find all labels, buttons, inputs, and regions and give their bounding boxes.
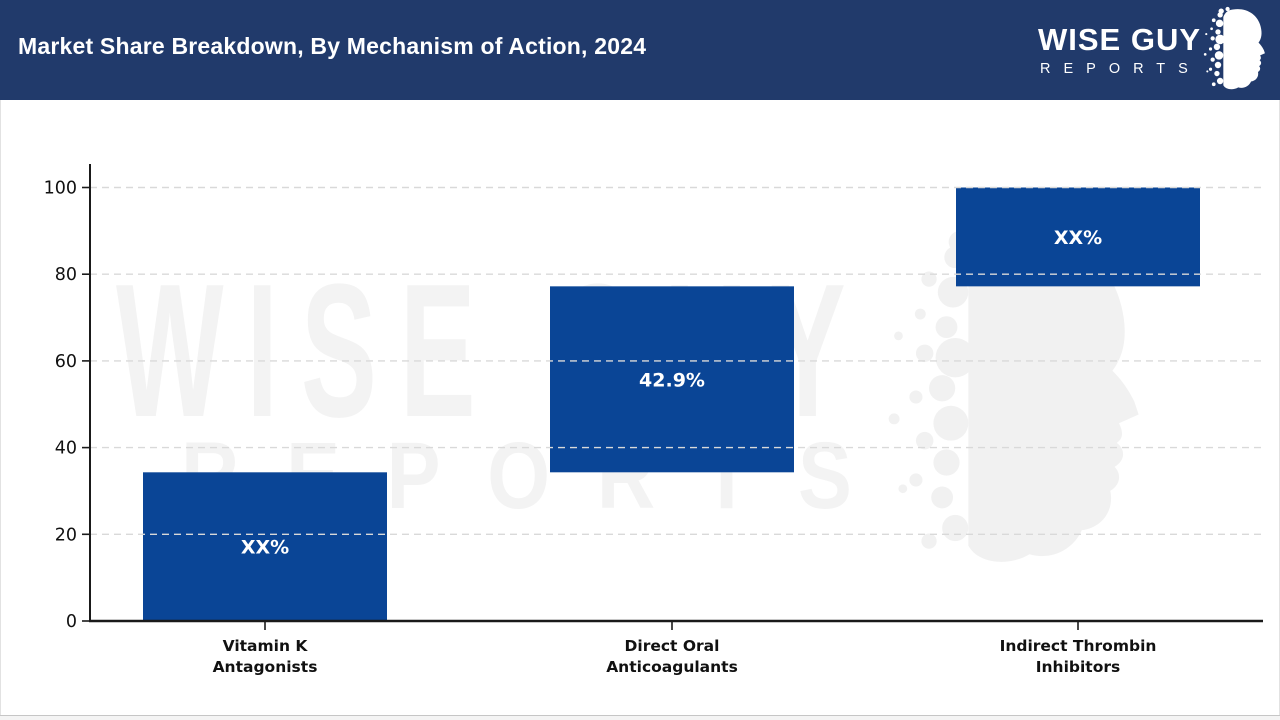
category-label-1: Vitamin K Antagonists [213,637,318,676]
chart-area: WISE GUY REPORTS XX% 42.9% XX% 0 20 40 60 80 100… [0,100,1280,715]
y-tick-label-40: 40 [55,439,77,459]
y-tick-label-80: 80 [55,265,77,285]
logo-wordmark: WISE GUY [1038,22,1201,57]
wiseguy-logo: WISE GUY REPORTS [1038,6,1265,90]
waterfall-chart: XX% 42.9% XX% 0 20 40 60 80 100 Vitamin K Antagoni… [44,164,1263,676]
y-tick-label-20: 20 [55,525,77,545]
logo-subtext: REPORTS [1040,61,1201,77]
bar-segment-1 [143,472,387,621]
page-bottom-rule [0,715,1280,720]
bar-value-label-1: XX% [241,537,289,559]
logo-head-icon [1203,6,1265,90]
chart-title: Market Share Breakdown, By Mechanism of … [18,33,647,59]
bar-segment-2 [550,286,794,473]
bar-value-label-3: XX% [1054,227,1102,249]
bar-value-label-2: 42.9% [639,369,705,391]
y-tick-label-100: 100 [44,179,77,199]
category-label-3: Indirect Thrombin Inhibitors [1000,637,1157,676]
header-bar: Market Share Breakdown, By Mechanism of … [0,0,1280,100]
y-tick-label-0: 0 [66,612,77,632]
y-tick-label-60: 60 [55,352,77,372]
category-label-2: Direct Oral Anticoagulants [606,637,738,676]
